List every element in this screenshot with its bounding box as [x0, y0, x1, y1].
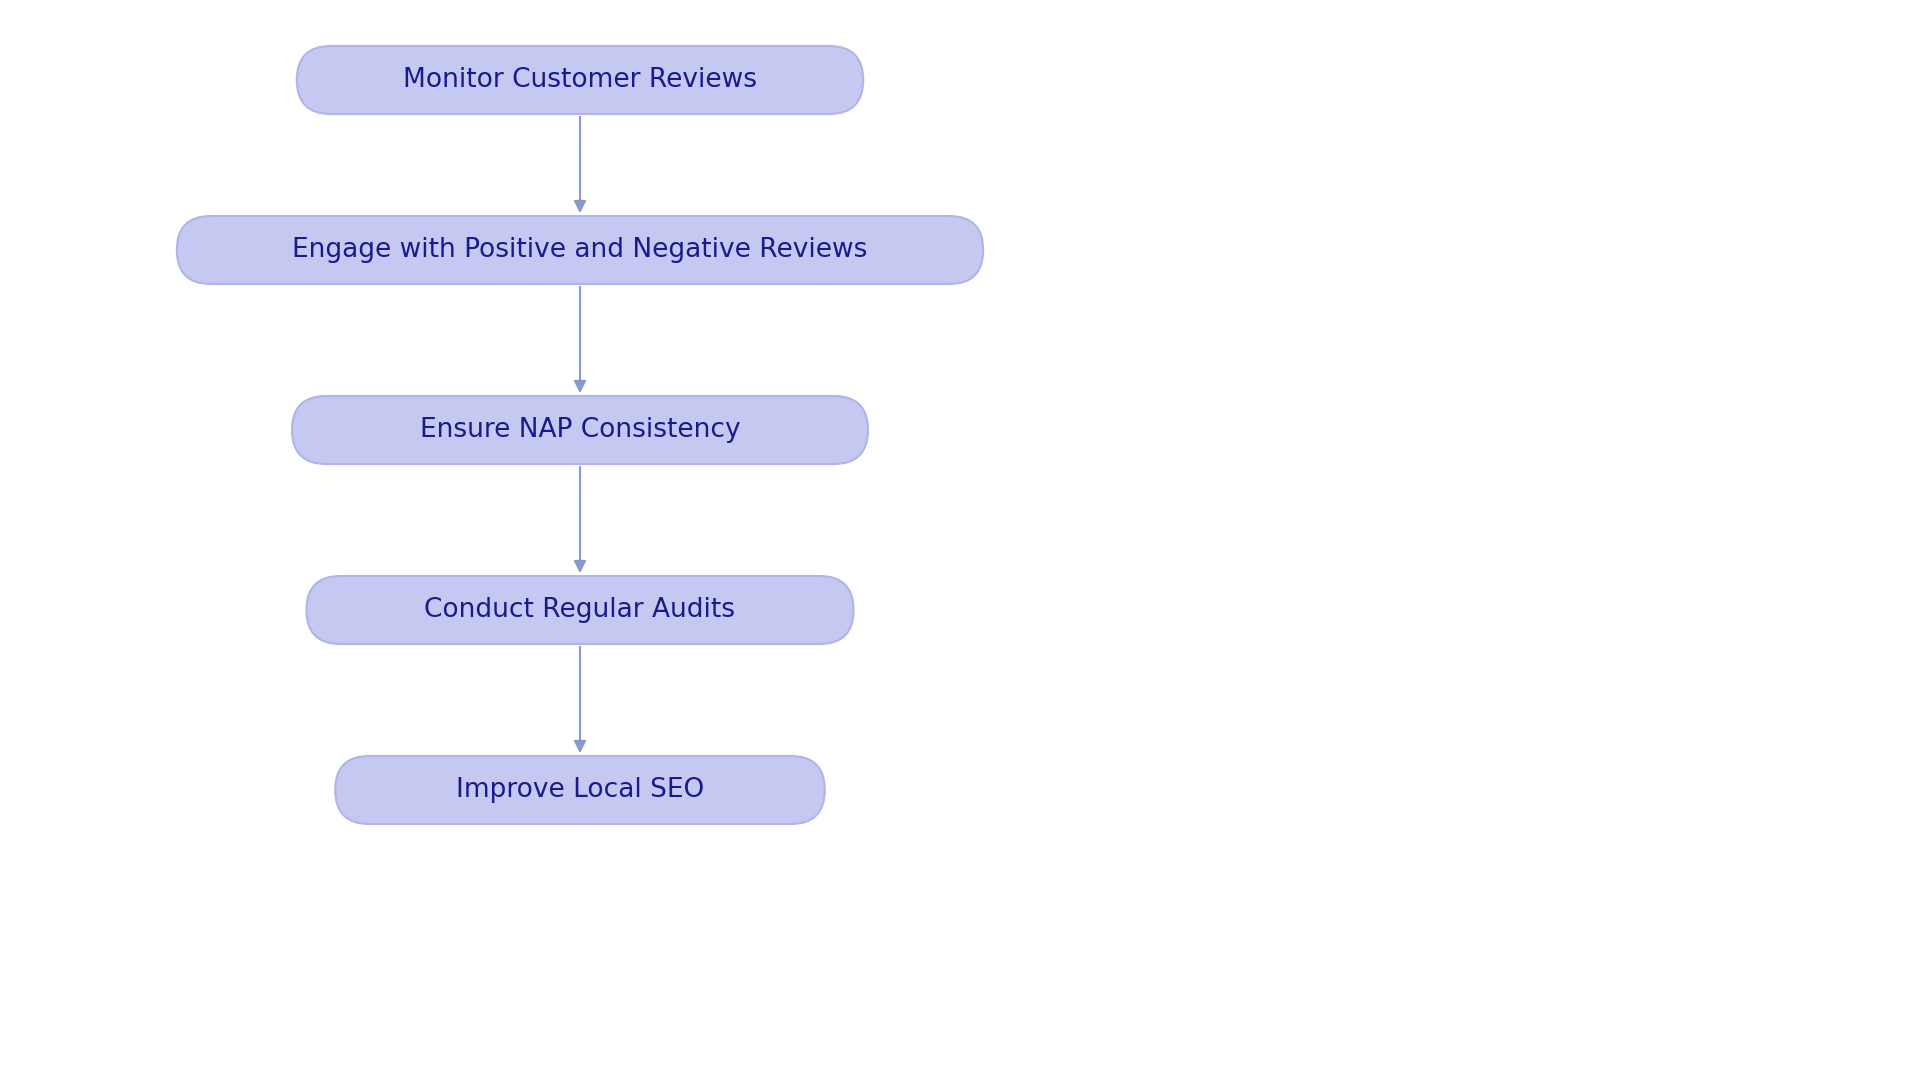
FancyBboxPatch shape — [336, 756, 826, 824]
Text: Monitor Customer Reviews: Monitor Customer Reviews — [403, 67, 756, 93]
Text: Engage with Positive and Negative Reviews: Engage with Positive and Negative Review… — [292, 237, 868, 263]
FancyBboxPatch shape — [177, 216, 983, 284]
FancyBboxPatch shape — [298, 45, 864, 114]
FancyBboxPatch shape — [307, 576, 854, 644]
Text: Ensure NAP Consistency: Ensure NAP Consistency — [420, 417, 741, 443]
FancyBboxPatch shape — [292, 396, 868, 464]
Text: Improve Local SEO: Improve Local SEO — [455, 777, 705, 803]
Text: Conduct Regular Audits: Conduct Regular Audits — [424, 597, 735, 623]
